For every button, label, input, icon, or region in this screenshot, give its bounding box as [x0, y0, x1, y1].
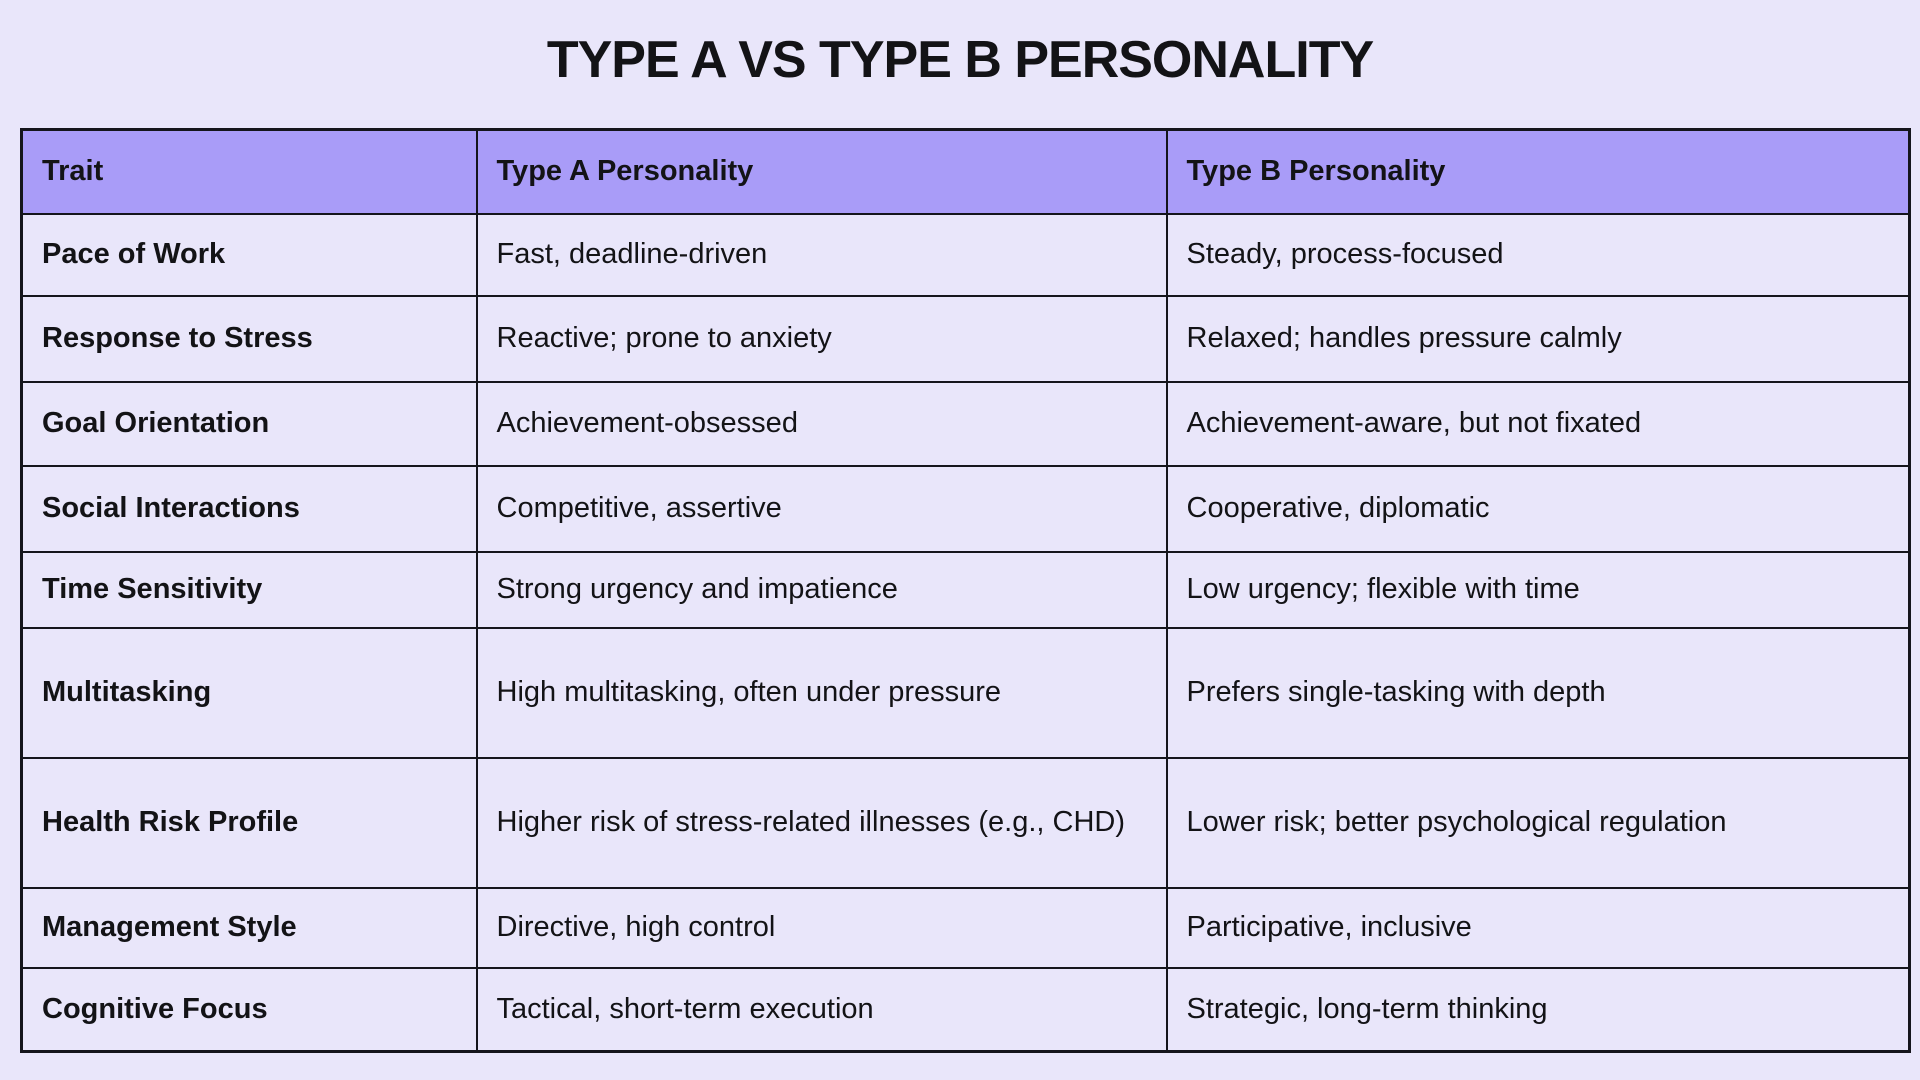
- type-a-cell: Achievement-obsessed: [475, 380, 1168, 467]
- type-b-cell: Participative, inclusive: [1165, 886, 1911, 969]
- type-b-cell: Relaxed; handles pressure calmly: [1165, 294, 1911, 383]
- type-a-cell: Reactive; prone to anxiety: [475, 294, 1168, 383]
- table-row: Response to Stress Reactive; prone to an…: [20, 294, 1911, 383]
- type-a-cell: Strong urgency and impatience: [475, 550, 1168, 629]
- type-b-cell: Steady, process-focused: [1165, 212, 1911, 297]
- table-row: Multitasking High multitasking, often un…: [20, 626, 1911, 759]
- table-row: Pace of Work Fast, deadline-driven Stead…: [20, 212, 1911, 297]
- type-b-cell: Lower risk; better psychological regulat…: [1165, 756, 1911, 889]
- page-title: TYPE A VS TYPE B PERSONALITY: [546, 31, 1374, 89]
- trait-cell: Pace of Work: [20, 212, 478, 297]
- table-row: Management Style Directive, high control…: [20, 886, 1911, 969]
- trait-cell: Multitasking: [20, 626, 478, 759]
- column-header-type-a: Type A Personality: [475, 128, 1168, 215]
- trait-cell: Management Style: [20, 886, 478, 969]
- type-a-cell: Directive, high control: [475, 886, 1168, 969]
- column-header-type-b: Type B Personality: [1165, 128, 1911, 215]
- type-a-cell: Fast, deadline-driven: [475, 212, 1168, 297]
- type-b-cell: Low urgency; flexible with time: [1165, 550, 1911, 629]
- trait-cell: Social Interactions: [20, 464, 478, 553]
- trait-cell: Goal Orientation: [20, 380, 478, 467]
- type-a-cell: Competitive, assertive: [475, 464, 1168, 553]
- trait-cell: Cognitive Focus: [20, 966, 478, 1053]
- trait-cell: Health Risk Profile: [20, 756, 478, 889]
- trait-cell: Time Sensitivity: [20, 550, 478, 629]
- table-row: Cognitive Focus Tactical, short-term exe…: [20, 966, 1911, 1053]
- table-row: Time Sensitivity Strong urgency and impa…: [20, 550, 1911, 629]
- table-row: Goal Orientation Achievement-obsessed Ac…: [20, 380, 1911, 467]
- column-header-trait: Trait: [20, 128, 478, 215]
- type-b-cell: Achievement-aware, but not fixated: [1165, 380, 1911, 467]
- comparison-table: Trait Type A Personality Type B Personal…: [20, 128, 1911, 1053]
- type-a-cell: High multitasking, often under pressure: [475, 626, 1168, 759]
- type-a-cell: Higher risk of stress-related illnesses …: [475, 756, 1168, 889]
- type-b-cell: Cooperative, diplomatic: [1165, 464, 1911, 553]
- header-row: Trait Type A Personality Type B Personal…: [20, 128, 1911, 215]
- type-a-cell: Tactical, short-term execution: [475, 966, 1168, 1053]
- type-b-cell: Prefers single-tasking with depth: [1165, 626, 1911, 759]
- table-row: Social Interactions Competitive, asserti…: [20, 464, 1911, 553]
- table-row: Health Risk Profile Higher risk of stres…: [20, 756, 1911, 889]
- trait-cell: Response to Stress: [20, 294, 478, 383]
- type-b-cell: Strategic, long-term thinking: [1165, 966, 1911, 1053]
